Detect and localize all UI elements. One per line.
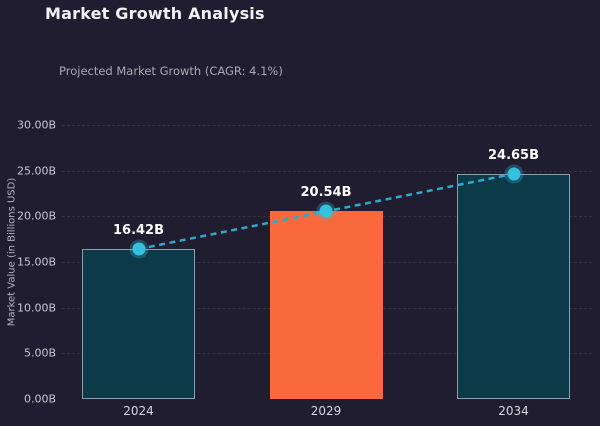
y-tick-label: 25.00B [16,164,56,178]
gridline [62,125,592,126]
y-tick-label: 30.00B [16,118,56,132]
chart-subtitle: Projected Market Growth (CAGR: 4.1%) [59,64,283,78]
gridline [62,170,592,172]
y-tick-label: 20.00B [16,209,56,223]
y-tick-label: 10.00B [16,301,56,315]
x-tick-label: 2034 [498,404,529,418]
data-point-marker [507,167,520,181]
bar-2029 [269,211,383,399]
x-tick-label: 2029 [310,404,342,418]
value-label: 16.42B [112,223,165,239]
y-tick-label: 0.00B [23,392,56,406]
y-tick-label: 15.00B [16,255,56,269]
plot-area: 16.42B 20.54B 24.65B [62,120,592,399]
y-axis: 0.00B 5.00B 10.00B 15.00B 20.00B 25.00B 30.00B [0,118,56,406]
y-tick-label: 5.00B [23,346,56,360]
x-tick-label: 2024 [123,404,154,418]
data-point-marker [319,204,333,218]
bar-2034 [457,173,570,399]
value-label: 20.54B [300,185,352,201]
bar-2024 [82,249,195,399]
x-axis: 2024 2029 2034 [62,404,592,422]
data-point-marker [132,242,145,256]
value-label: 24.65B [487,147,540,163]
chart-title: Market Growth Analysis [45,4,265,23]
